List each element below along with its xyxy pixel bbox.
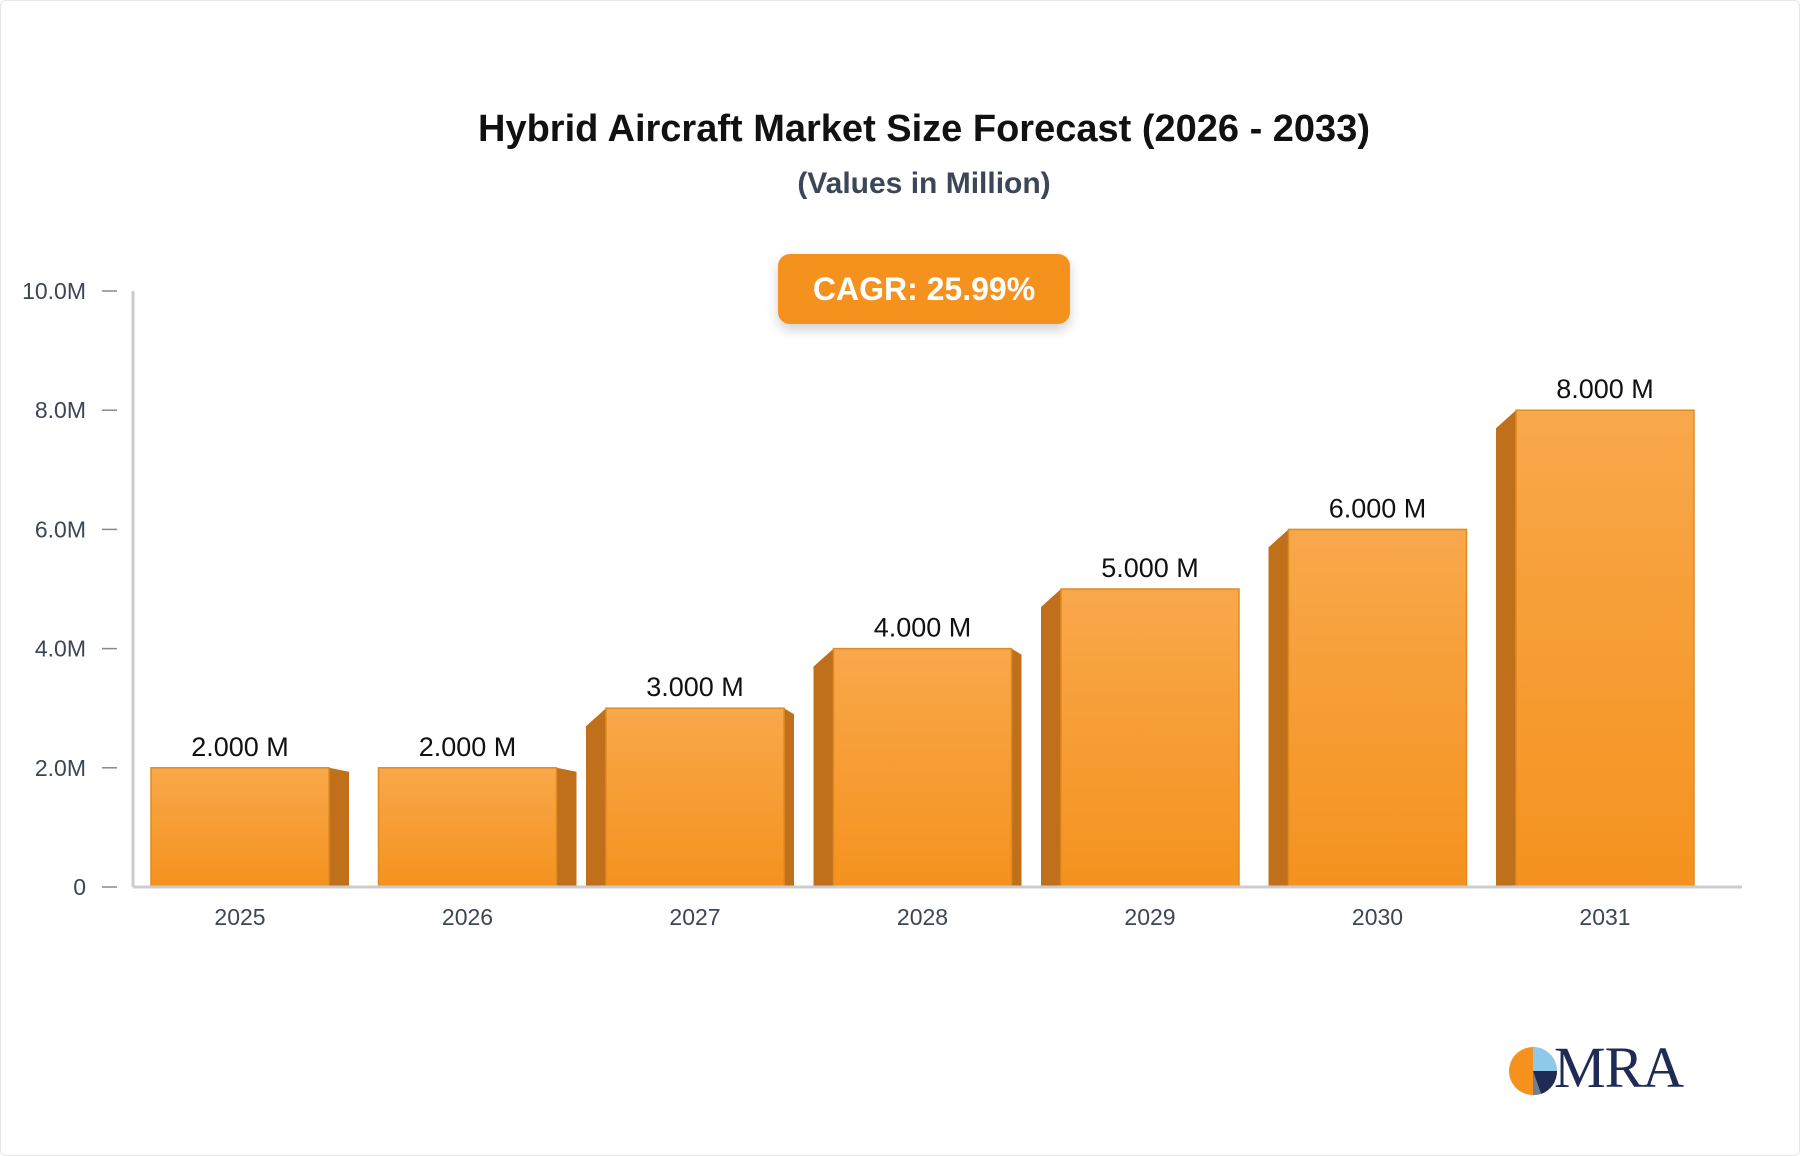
bar-face — [605, 707, 785, 888]
bar: 3.000 M — [586, 672, 794, 888]
x-tick-label: 2025 — [214, 904, 265, 930]
bar-face — [150, 767, 330, 888]
logo-pie-icon — [1509, 1047, 1558, 1096]
bar-data-label: 3.000 M — [646, 672, 744, 702]
bar-side — [784, 708, 794, 887]
x-tick-label: 2029 — [1124, 904, 1175, 930]
x-tick-label: 2028 — [897, 904, 948, 930]
y-tick-label: 0 — [73, 874, 86, 900]
bar-face — [1515, 409, 1695, 888]
bar-data-label: 8.000 M — [1556, 374, 1654, 404]
bar-side — [556, 767, 577, 887]
bar-side — [329, 767, 349, 887]
bar-side — [813, 648, 834, 887]
bar-data-label: 2.000 M — [419, 732, 517, 762]
bar: 2.000 M — [150, 732, 349, 888]
y-tick-label: 4.0M — [35, 636, 86, 662]
bar-face — [832, 647, 1013, 888]
bar-data-label: 4.000 M — [874, 613, 972, 643]
bar-face — [1060, 588, 1240, 888]
x-tick-label: 2031 — [1579, 904, 1630, 930]
y-tick-label: 8.0M — [35, 397, 86, 423]
bar: 8.000 M — [1496, 374, 1695, 888]
bars: 2.000 M 2.000 M 3.000 M 4.000 M 5.000 M 6.000… — [150, 374, 1695, 888]
bar-side — [586, 708, 606, 887]
bar-side — [1041, 589, 1061, 887]
x-tick-label: 2027 — [669, 904, 720, 930]
cagr-badge: CAGR: 25.99% — [778, 254, 1070, 324]
y-tick-label: 10.0M — [22, 278, 86, 304]
mra-logo: MRA — [1506, 1035, 1696, 1100]
bar-side — [1268, 529, 1289, 887]
bar: 6.000 M — [1268, 493, 1468, 888]
y-axis: 0 2.0M 4.0M 6.0M 8.0M 10.0M — [22, 278, 135, 900]
x-axis: 2025 2026 2027 2028 2029 2030 2031 — [133, 885, 1742, 930]
x-tick-label: 2030 — [1352, 904, 1403, 930]
y-tick-label: 2.0M — [35, 755, 86, 781]
bar-face — [377, 767, 558, 888]
bar: 5.000 M — [1041, 553, 1240, 888]
chart-title: Hybrid Aircraft Market Size Forecast (20… — [478, 108, 1370, 150]
bar-side — [1496, 410, 1516, 887]
bar-data-label: 6.000 M — [1329, 493, 1427, 523]
bar-side — [1011, 648, 1022, 887]
bar: 2.000 M — [377, 732, 577, 888]
bar-data-label: 2.000 M — [191, 732, 289, 762]
y-tick-label: 6.0M — [35, 516, 86, 542]
bar-face — [1287, 528, 1468, 888]
logo-text: MRA — [1554, 1035, 1684, 1100]
bar: 4.000 M — [813, 613, 1022, 888]
x-tick-label: 2026 — [442, 904, 493, 930]
bar-data-label: 5.000 M — [1101, 553, 1199, 583]
chart-subtitle: (Values in Million) — [797, 167, 1051, 200]
